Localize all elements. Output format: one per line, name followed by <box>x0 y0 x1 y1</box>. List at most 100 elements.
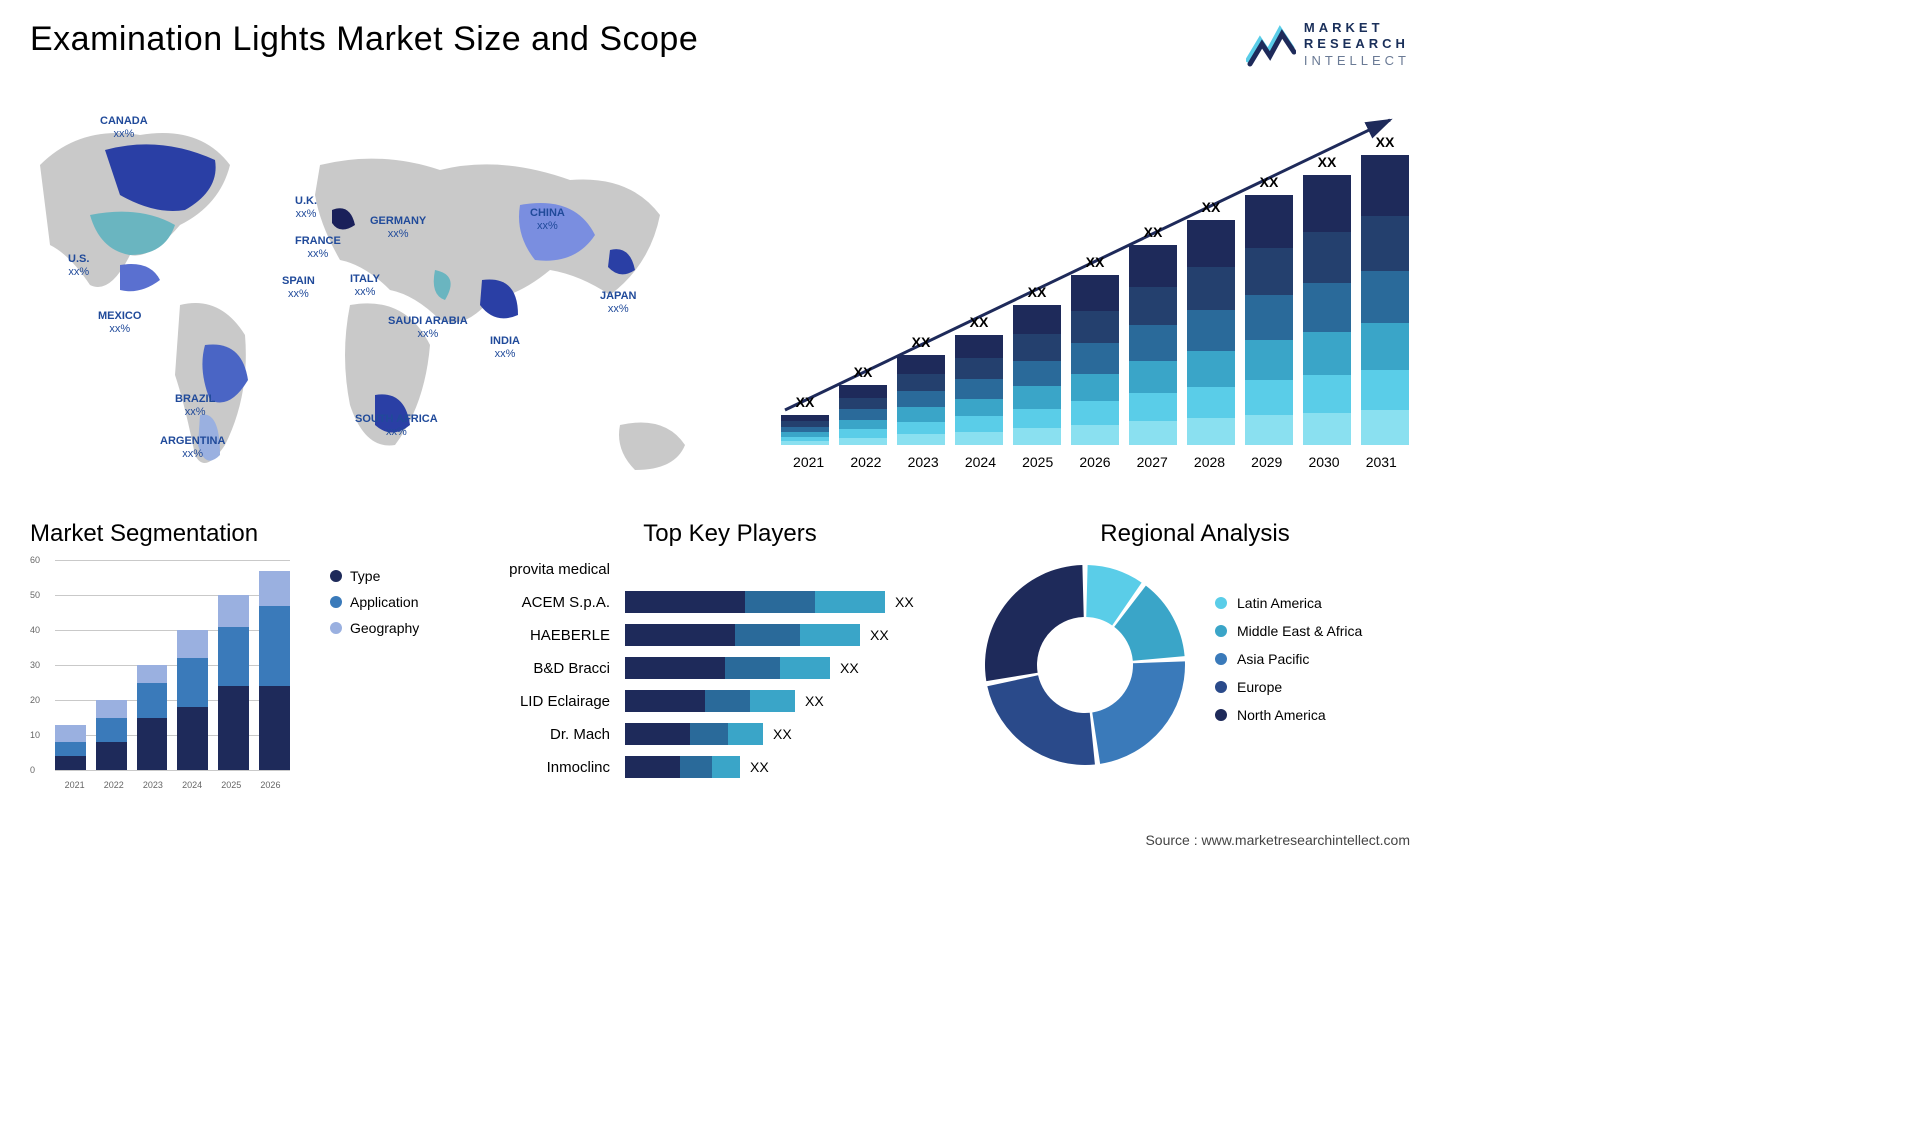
kp-bar <box>625 624 860 646</box>
bigchart-value-label: XX <box>1260 174 1279 190</box>
bigchart-col-2028: XX <box>1186 199 1236 445</box>
bigchart-xlabel: 2030 <box>1295 454 1352 470</box>
bigchart-value-label: XX <box>854 364 873 380</box>
kp-name: ACEM S.p.A. <box>495 594 625 611</box>
map-label-u-k-: U.K.xx% <box>295 195 317 220</box>
bigchart-col-2022: XX <box>838 364 888 445</box>
bigchart-value-label: XX <box>1376 134 1395 150</box>
map-label-india: INDIAxx% <box>490 335 520 360</box>
regional-section: Regional Analysis Latin America Middle Ea… <box>980 520 1410 770</box>
kp-bar <box>625 657 830 679</box>
seg-xlabel: 2024 <box>173 780 212 790</box>
map-label-japan: JAPANxx% <box>600 290 636 315</box>
regional-legend-item: Latin America <box>1215 595 1362 611</box>
bigchart-value-label: XX <box>1144 224 1163 240</box>
kp-bar <box>625 723 763 745</box>
logo-mark-icon <box>1246 20 1296 68</box>
kp-name: provita medical <box>495 561 625 578</box>
seg-xlabel: 2026 <box>251 780 290 790</box>
source-text: Source : www.marketresearchintellect.com <box>1145 832 1410 848</box>
kp-row: Dr. MachXX <box>495 721 965 747</box>
map-label-brazil: BRAZILxx% <box>175 393 215 418</box>
kp-row: LID EclairageXX <box>495 688 965 714</box>
kp-row: B&D BracciXX <box>495 655 965 681</box>
seg-ylabel: 60 <box>30 555 40 565</box>
regional-legend-item: Middle East & Africa <box>1215 623 1362 639</box>
kp-row: HAEBERLEXX <box>495 622 965 648</box>
kp-bar <box>625 591 885 613</box>
brand-logo: MARKET RESEARCH INTELLECT <box>1246 20 1410 69</box>
map-label-south-africa: SOUTH AFRICAxx% <box>355 413 438 438</box>
seg-col-2024 <box>177 630 208 770</box>
bigchart-col-2024: XX <box>954 314 1004 445</box>
kp-value: XX <box>750 759 769 775</box>
kp-name: Inmoclinc <box>495 759 625 776</box>
kp-bar <box>625 756 740 778</box>
regional-legend: Latin America Middle East & Africa Asia Pa… <box>1215 595 1362 735</box>
bigchart-xlabel: 2029 <box>1238 454 1295 470</box>
kp-value: XX <box>870 627 889 643</box>
map-label-mexico: MEXICOxx% <box>98 310 141 335</box>
kp-name: Dr. Mach <box>495 726 625 743</box>
kp-row: ACEM S.p.A.XX <box>495 589 965 615</box>
map-label-canada: CANADAxx% <box>100 115 148 140</box>
seg-ylabel: 30 <box>30 660 40 670</box>
bigchart-xlabel: 2028 <box>1181 454 1238 470</box>
map-label-argentina: ARGENTINAxx% <box>160 435 225 460</box>
bigchart-value-label: XX <box>1028 284 1047 300</box>
map-label-saudi-arabia: SAUDI ARABIAxx% <box>388 315 468 340</box>
bigchart-value-label: XX <box>1086 254 1105 270</box>
seg-ylabel: 40 <box>30 625 40 635</box>
kp-row: Inmoclinc XX <box>495 754 965 780</box>
key-players-section: Top Key Players provita medical ACEM S.p.… <box>495 520 965 787</box>
seg-col-2021 <box>55 725 86 771</box>
bigchart-col-2023: XX <box>896 334 946 445</box>
map-label-spain: SPAINxx% <box>282 275 315 300</box>
seg-legend-item: Application <box>330 594 419 610</box>
bigchart-col-2027: XX <box>1128 224 1178 445</box>
regional-legend-item: Asia Pacific <box>1215 651 1362 667</box>
seg-ylabel: 0 <box>30 765 35 775</box>
bigchart-xlabel: 2024 <box>952 454 1009 470</box>
kp-value: XX <box>805 693 824 709</box>
page-title: Examination Lights Market Size and Scope <box>30 20 698 59</box>
bigchart-col-2029: XX <box>1244 174 1294 445</box>
seg-ylabel: 20 <box>30 695 40 705</box>
donut-slice-north-america <box>985 565 1084 681</box>
segmentation-legend: Type Application Geography <box>330 568 419 646</box>
bigchart-value-label: XX <box>912 334 931 350</box>
bigchart-xlabel: 2023 <box>895 454 952 470</box>
seg-xlabel: 2022 <box>94 780 133 790</box>
market-size-chart: XXXXXXXXXXXXXXXXXXXXXX 20212022202320242… <box>750 100 1410 470</box>
bigchart-xlabel: 2021 <box>780 454 837 470</box>
segmentation-chart: 202120222023202420252026 0102030405060 <box>30 560 290 790</box>
bigchart-value-label: XX <box>796 394 815 410</box>
segmentation-heading: Market Segmentation <box>30 520 450 548</box>
bigchart-xlabel: 2025 <box>1009 454 1066 470</box>
bigchart-xlabel: 2026 <box>1066 454 1123 470</box>
world-map: CANADAxx% U.S.xx% MEXICOxx% BRAZILxx% ARGENT… <box>20 95 720 495</box>
bigchart-col-2026: XX <box>1070 254 1120 445</box>
bigchart-col-2025: XX <box>1012 284 1062 445</box>
bigchart-col-2021: XX <box>780 394 830 445</box>
seg-xlabel: 2023 <box>133 780 172 790</box>
regional-heading: Regional Analysis <box>980 520 1410 548</box>
seg-legend-item: Geography <box>330 620 419 636</box>
bigchart-value-label: XX <box>970 314 989 330</box>
bigchart-col-2030: XX <box>1302 154 1352 445</box>
regional-legend-item: Europe <box>1215 679 1362 695</box>
seg-col-2023 <box>137 665 168 770</box>
map-label-italy: ITALYxx% <box>350 273 380 298</box>
seg-legend-item: Type <box>330 568 419 584</box>
regional-donut-chart <box>980 560 1190 770</box>
map-label-germany: GERMANYxx% <box>370 215 426 240</box>
key-players-heading: Top Key Players <box>495 520 965 548</box>
seg-xlabel: 2025 <box>212 780 251 790</box>
bigchart-col-2031: XX <box>1360 134 1410 445</box>
logo-line2: RESEARCH <box>1304 36 1410 52</box>
map-label-u-s-: U.S.xx% <box>68 253 89 278</box>
seg-col-2025 <box>218 595 249 770</box>
seg-ylabel: 50 <box>30 590 40 600</box>
seg-col-2026 <box>259 571 290 771</box>
donut-slice-europe <box>987 675 1095 765</box>
